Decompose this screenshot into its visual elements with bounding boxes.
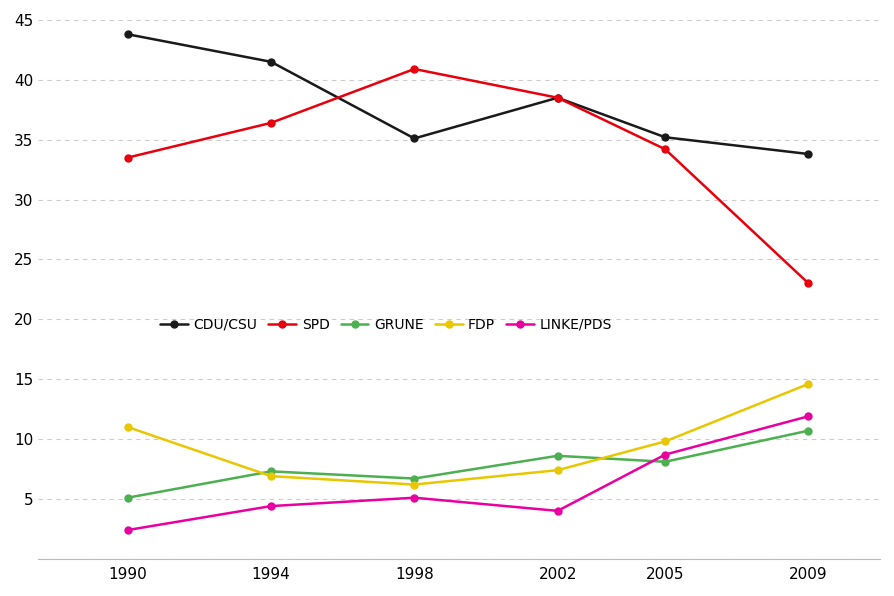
Legend: CDU/CSU, SPD, GRUNE, FDP, LINKE/PDS: CDU/CSU, SPD, GRUNE, FDP, LINKE/PDS [155, 312, 618, 337]
